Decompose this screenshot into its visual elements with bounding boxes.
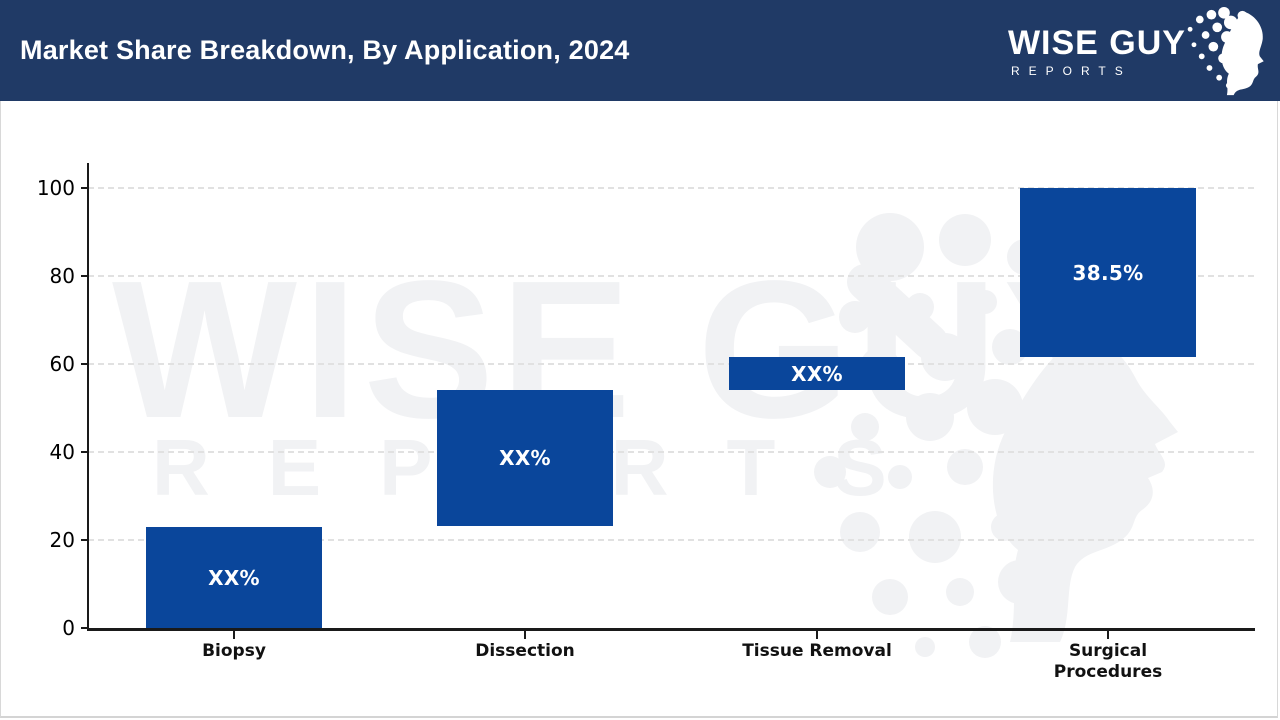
- logo-face-icon: [1187, 6, 1264, 96]
- bar-value-label: XX%: [791, 361, 843, 386]
- logo-wordmark: WISE GUY: [1007, 24, 1186, 62]
- y-tick-20: [81, 539, 88, 541]
- y-tick-80: [81, 275, 88, 277]
- x-category-label: Biopsy: [202, 641, 266, 661]
- x-category-label: Dissection: [475, 641, 575, 661]
- y-tick-0: [81, 627, 88, 629]
- y-tick-label-100: 100: [36, 176, 75, 200]
- bar-biopsy: XX%: [146, 527, 322, 628]
- bar-value-label: XX%: [208, 565, 260, 590]
- gridline-40: [88, 451, 1254, 453]
- gridline-100: [88, 187, 1254, 189]
- x-tick-1: [524, 631, 526, 639]
- y-tick-40: [81, 451, 88, 453]
- y-tick-100: [81, 187, 88, 189]
- chart-title: Market Share Breakdown, By Application, …: [20, 35, 630, 65]
- bar-tissue-removal: XX%: [729, 357, 905, 390]
- y-tick-label-0: 0: [62, 616, 75, 640]
- gridline-20: [88, 539, 1254, 541]
- x-tick-3: [1107, 631, 1109, 639]
- y-axis-spine: [87, 163, 89, 631]
- logo-subtitle: REPORTS: [1010, 64, 1132, 78]
- wise-guy-reports-logo: WISE GUY REPORTS: [1008, 6, 1268, 98]
- y-tick-label-20: 20: [49, 528, 75, 552]
- gridline-60: [88, 363, 1254, 365]
- gridline-80: [88, 275, 1254, 277]
- y-tick-60: [81, 363, 88, 365]
- x-tick-2: [816, 631, 818, 639]
- bar-dissection: XX%: [437, 390, 613, 526]
- x-axis-spine: [87, 628, 1255, 631]
- logo-text: WISE GUY REPORTS: [1008, 26, 1186, 78]
- y-tick-label-40: 40: [49, 440, 75, 464]
- x-category-label: Surgical Procedures: [1053, 641, 1163, 683]
- bar-value-label: 38.5%: [1072, 260, 1144, 285]
- bar-value-label: XX%: [499, 446, 551, 470]
- header-bar: Market Share Breakdown, By Application, …: [0, 0, 1280, 101]
- x-category-label: Tissue Removal: [742, 641, 892, 661]
- y-tick-label-60: 60: [49, 352, 75, 376]
- bar-surgical-procedures: 38.5%: [1020, 188, 1196, 357]
- x-tick-0: [233, 631, 235, 639]
- y-tick-label-80: 80: [49, 264, 75, 288]
